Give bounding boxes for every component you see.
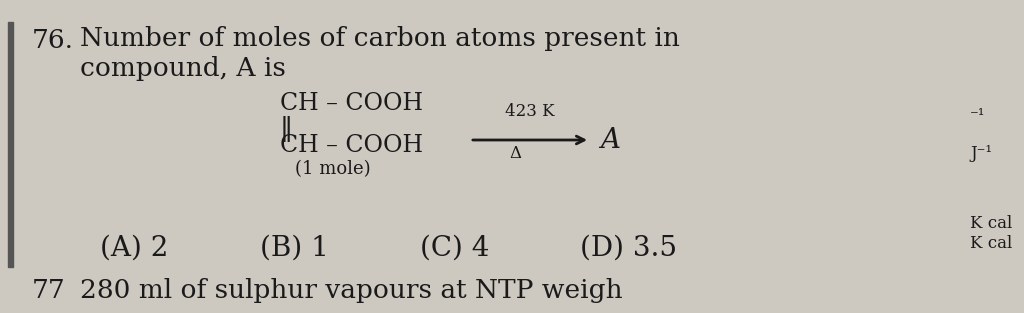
Bar (8, 22, 13, 267)
Text: ‖: ‖ (280, 116, 293, 142)
Text: CH – COOH: CH – COOH (280, 134, 423, 157)
Text: (D) 3.5: (D) 3.5 (580, 235, 677, 262)
Text: compound, A is: compound, A is (80, 56, 286, 81)
Text: Number of moles of carbon atoms present in: Number of moles of carbon atoms present … (80, 26, 680, 51)
Text: (B) 1: (B) 1 (260, 235, 329, 262)
Text: 423 K: 423 K (505, 103, 555, 120)
Text: (A) 2: (A) 2 (100, 235, 168, 262)
Text: CH – COOH: CH – COOH (280, 92, 423, 115)
Text: Δ: Δ (509, 145, 521, 162)
Text: K cal: K cal (970, 235, 1013, 252)
Text: 280 ml of sulphur vapours at NTP weigh: 280 ml of sulphur vapours at NTP weigh (80, 278, 623, 303)
Text: (C) 4: (C) 4 (420, 235, 489, 262)
Text: 77: 77 (32, 278, 66, 303)
Text: ⁻¹: ⁻¹ (970, 108, 985, 125)
Text: (1 mole): (1 mole) (295, 160, 371, 178)
Text: K cal: K cal (970, 215, 1013, 232)
Text: J⁻¹: J⁻¹ (970, 145, 992, 162)
Text: A: A (600, 126, 620, 153)
Text: 76.: 76. (32, 28, 74, 53)
